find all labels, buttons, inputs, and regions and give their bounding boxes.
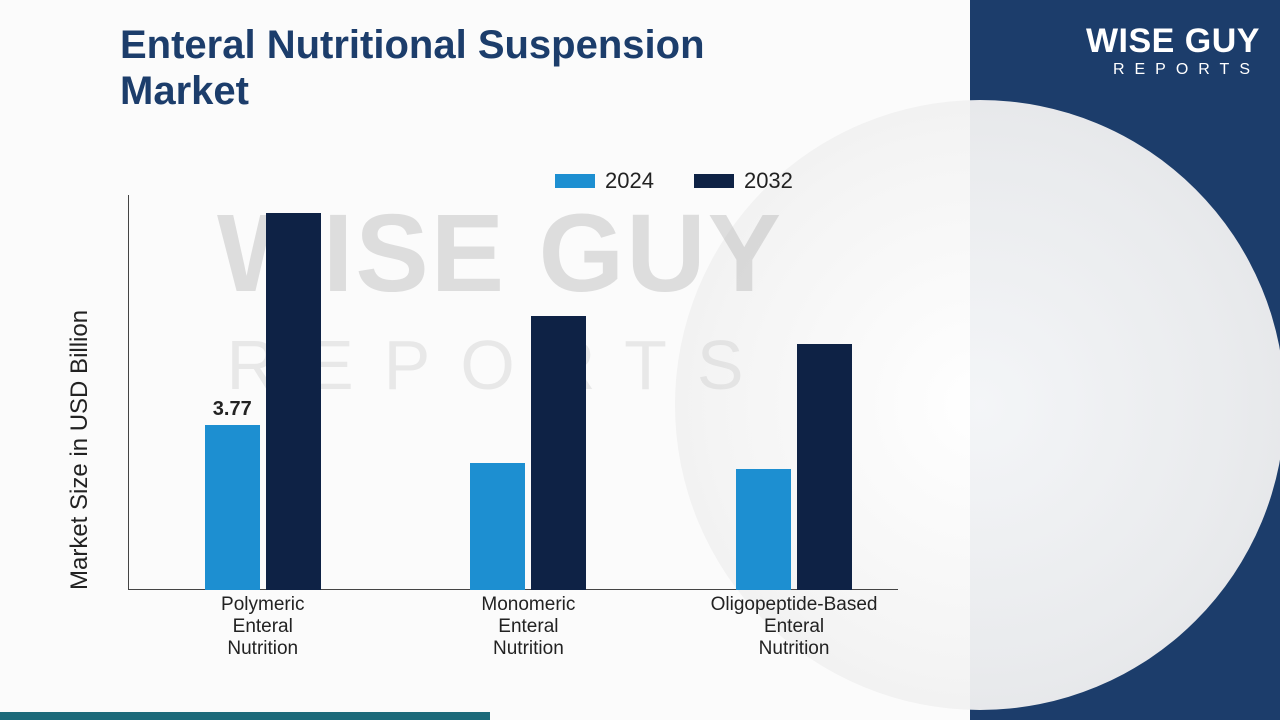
legend-swatch [555, 174, 595, 188]
bar [266, 213, 321, 590]
legend-item: 2024 [555, 168, 654, 194]
y-axis-label: Market Size in USD Billion [66, 310, 94, 590]
category-label: MonomericEnteralNutrition [418, 594, 638, 660]
category-label: Oligopeptide-BasedEnteralNutrition [684, 594, 904, 660]
legend-label: 2032 [744, 168, 793, 194]
bar [470, 463, 525, 590]
category-label: PolymericEnteralNutrition [153, 594, 373, 660]
chart-title: Enteral Nutritional Suspension Market [120, 22, 740, 114]
plot-area: 3.77PolymericEnteralNutritionMonomericEn… [128, 195, 898, 590]
bar [531, 316, 586, 590]
bar [736, 469, 791, 590]
bottom-accent-strip [0, 712, 490, 720]
legend: 2024 2032 [555, 168, 793, 194]
legend-item: 2032 [694, 168, 793, 194]
legend-swatch [694, 174, 734, 188]
bar-value-label: 3.77 [195, 398, 270, 421]
brand-logo-sub: REPORTS [1086, 61, 1260, 79]
y-axis [128, 195, 129, 590]
brand-logo: WISE GUY REPORTS [1086, 22, 1260, 79]
bar [797, 344, 852, 590]
brand-logo-main: WISE GUY [1086, 22, 1260, 61]
bar [205, 425, 260, 590]
legend-label: 2024 [605, 168, 654, 194]
chart-canvas: WISE GUY REPORTS WISE GUY REPORTS Entera… [0, 0, 1280, 720]
